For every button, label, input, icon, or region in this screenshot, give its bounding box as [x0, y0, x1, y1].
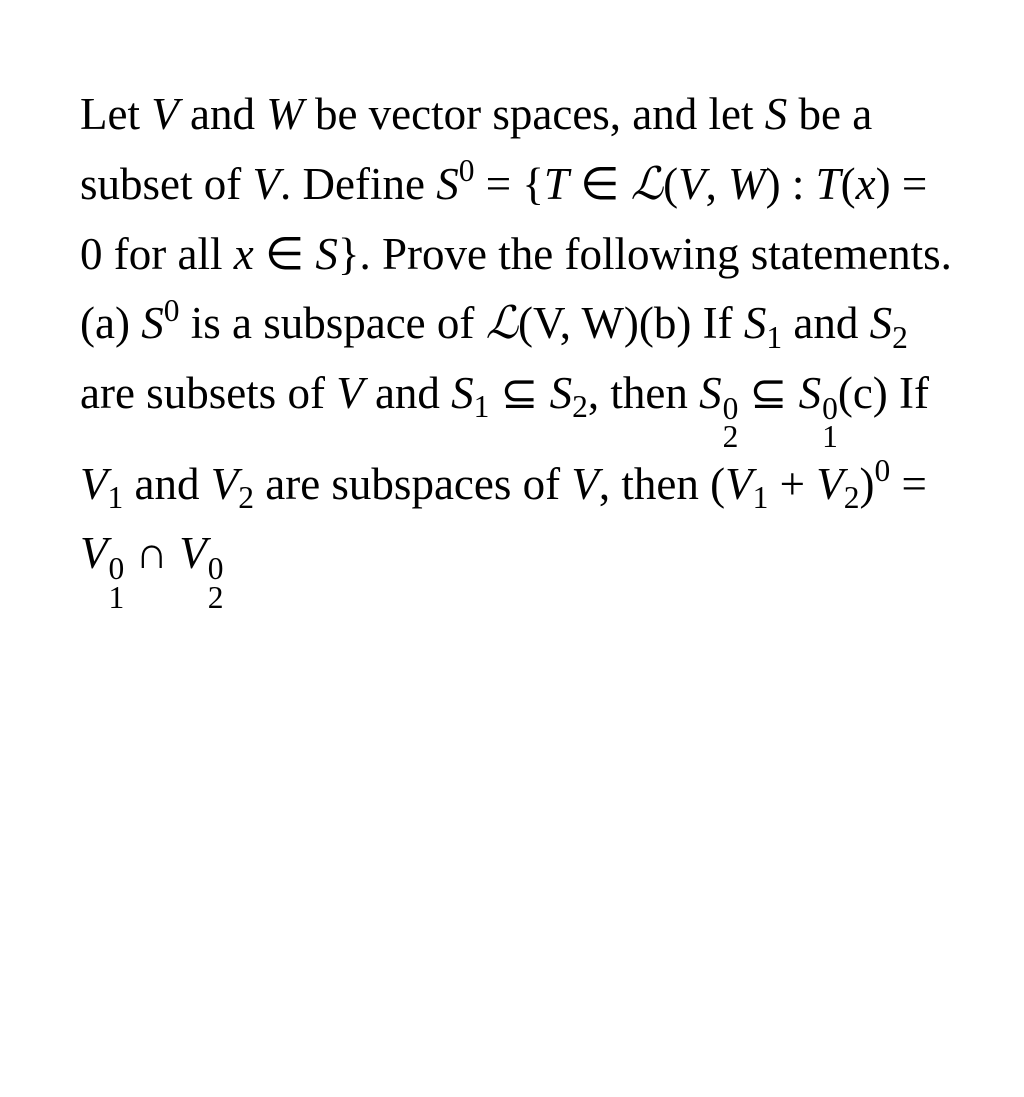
V20-sup: 0	[208, 553, 224, 581]
var-S20-S: S	[699, 368, 722, 418]
V10-sup: 0	[109, 553, 125, 581]
text-and: and	[179, 89, 266, 139]
sym-subseteq: ⊆	[489, 368, 549, 418]
var-S0b-S: S	[141, 298, 164, 348]
text-prove: . Prove the following statements.	[360, 229, 952, 279]
var-V1b-V: V	[725, 459, 753, 509]
text-eq-lbrace: = {	[474, 159, 543, 209]
rbrace: }	[338, 229, 360, 279]
text-aresub2: are subspaces of	[254, 459, 571, 509]
text-then2: , then	[599, 459, 710, 509]
var-S0-S: S	[436, 159, 459, 209]
sub-V2-2: 2	[238, 480, 254, 515]
var-Tx-T: T	[816, 159, 841, 209]
var-x2: x	[234, 229, 254, 279]
text-define: . Define	[280, 159, 436, 209]
sym-eq2: =	[890, 459, 927, 509]
var-Wa: W	[728, 159, 766, 209]
sup-0b: 0	[164, 293, 180, 328]
S10-sub: 1	[822, 421, 838, 449]
sub-V1b-1: 1	[753, 480, 769, 515]
sub-V2b-2: 2	[844, 480, 860, 515]
sym-cap: ∩	[124, 528, 179, 578]
sub-2b: 2	[572, 389, 588, 424]
problem-statement: Let V and W be vector spaces, and let S …	[80, 80, 960, 610]
supsub-S10: 01	[822, 393, 838, 450]
supsub-V20: 02	[208, 553, 224, 610]
var-V: V	[151, 89, 179, 139]
var-Vc: V	[336, 368, 364, 418]
lparen3: (	[710, 459, 725, 509]
var-Vd: V	[571, 459, 599, 509]
sym-in2: ∈	[254, 229, 316, 279]
lparen: (	[663, 159, 678, 209]
sym-plus: +	[768, 459, 816, 509]
comma2: ,	[560, 298, 582, 348]
label-b: (b) If	[639, 298, 744, 348]
var-T: T	[544, 159, 569, 209]
cal-L2: ℒ	[486, 298, 518, 348]
rparen-colon: ) :	[766, 159, 816, 209]
var-Va: V	[678, 159, 706, 209]
sup-0c: 0	[874, 453, 890, 488]
text-aresub: are subsets of	[80, 368, 336, 418]
text-isasub: is a subspace of	[179, 298, 485, 348]
S20-sub: 2	[723, 421, 739, 449]
var-W: W	[266, 89, 304, 139]
rparen-tx: )	[876, 159, 891, 209]
var-x: x	[856, 159, 876, 209]
text-and2: and	[782, 298, 869, 348]
sub-V1-1: 1	[108, 480, 124, 515]
S20-sup: 0	[723, 393, 739, 421]
var-V2b-V: V	[816, 459, 844, 509]
cal-L: ℒ	[631, 159, 663, 209]
label-a: (a)	[80, 298, 141, 348]
label-c: (c) If	[838, 368, 929, 418]
text-let: Let	[80, 89, 151, 139]
var-V10-V: V	[80, 528, 108, 578]
var-V20-V: V	[179, 528, 207, 578]
sup-0: 0	[459, 153, 475, 188]
sub-1b: 1	[474, 389, 490, 424]
var-V1-V: V	[80, 459, 108, 509]
text-bevec: be vector spaces, and let	[304, 89, 765, 139]
sub-1: 1	[766, 320, 782, 355]
S10-sup: 0	[822, 393, 838, 421]
comma: ,	[706, 159, 729, 209]
var-S10-S: S	[799, 368, 822, 418]
var-Vb: V	[533, 298, 560, 348]
rparen3: )	[859, 459, 874, 509]
sub-2: 2	[892, 320, 908, 355]
var-V2: V	[253, 159, 281, 209]
supsub-V10: 01	[109, 553, 125, 610]
lparen2: (	[518, 298, 533, 348]
var-S: S	[765, 89, 788, 139]
var-S2: S	[315, 229, 338, 279]
var-Wb: W	[581, 298, 623, 348]
V20-sub: 2	[208, 582, 224, 610]
text-then1: , then	[588, 368, 699, 418]
sym-in: ∈	[569, 159, 631, 209]
V10-sub: 1	[109, 582, 125, 610]
var-V2-V: V	[211, 459, 239, 509]
text-and3: and	[364, 368, 451, 418]
lparen-tx: (	[841, 159, 856, 209]
rparen2: )	[624, 298, 639, 348]
sym-subseteq2: ⊆	[738, 368, 798, 418]
var-S2-S: S	[870, 298, 893, 348]
supsub-S20: 02	[723, 393, 739, 450]
var-S2b-S: S	[550, 368, 573, 418]
text-and4: and	[123, 459, 210, 509]
var-S1-S: S	[744, 298, 767, 348]
var-S1b-S: S	[451, 368, 474, 418]
